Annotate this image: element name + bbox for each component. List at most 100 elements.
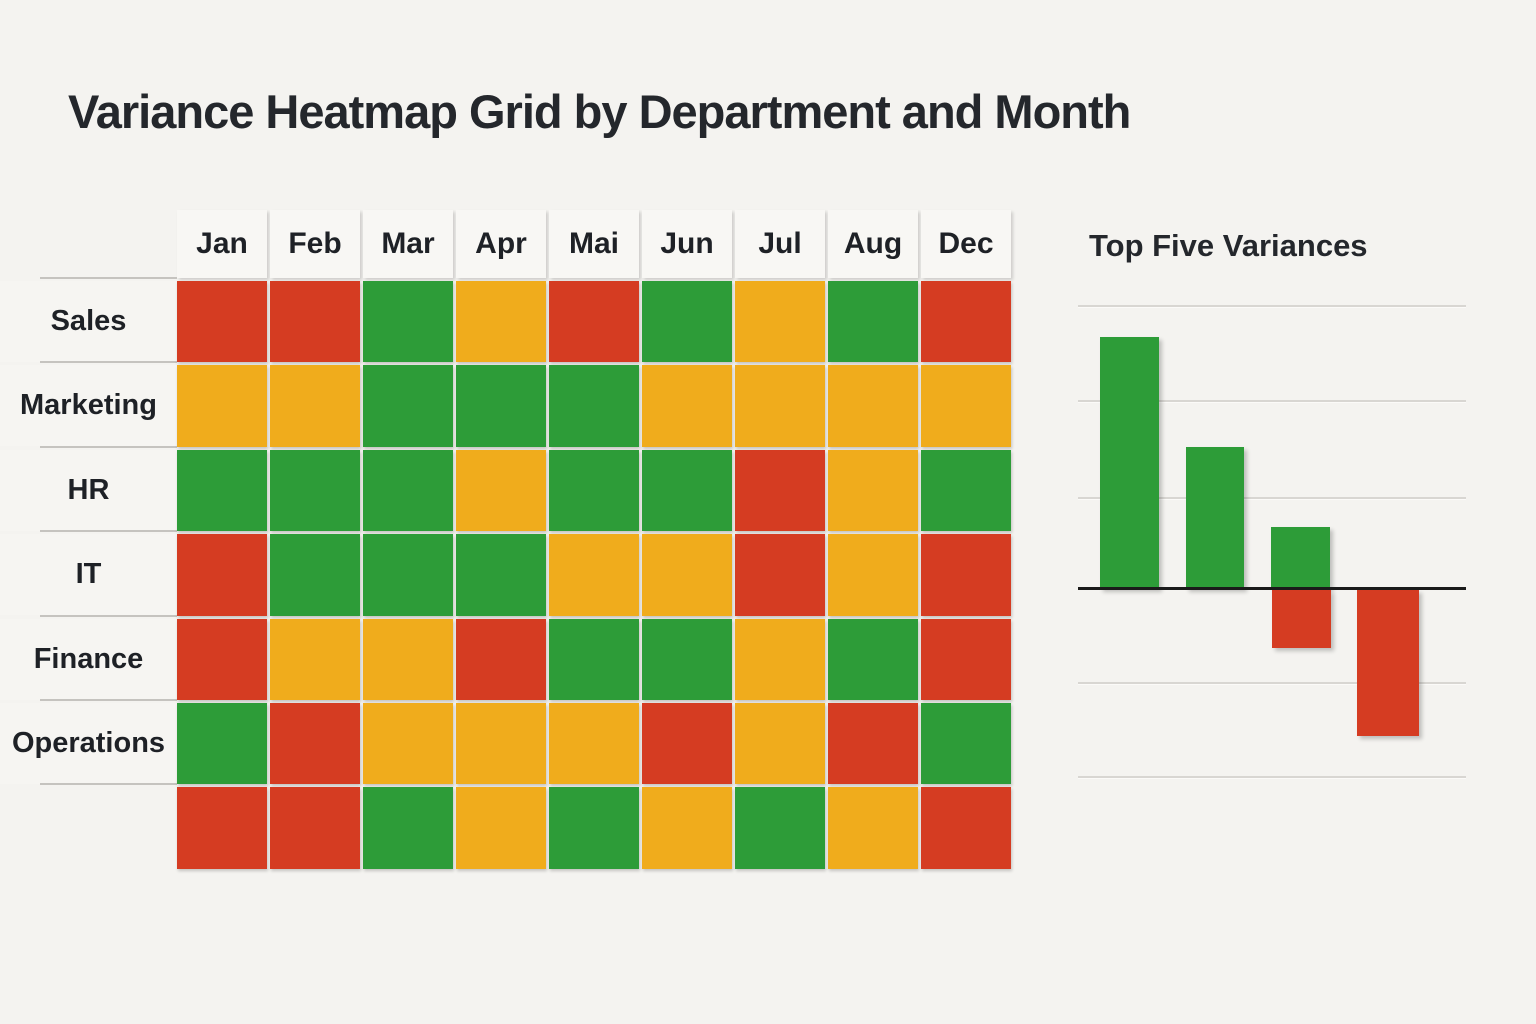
heatmap-cell-yellow xyxy=(456,787,546,869)
heatmap-cell-red xyxy=(270,702,360,785)
heatmap-cell-red xyxy=(921,534,1011,616)
heatmap-cell-red xyxy=(456,618,546,700)
heatmap-cell-green xyxy=(363,365,453,447)
department-label-column: Sales Marketing HR IT Finance Operations xyxy=(0,277,177,881)
department-label: HR xyxy=(0,449,177,531)
gridline xyxy=(1078,682,1466,685)
heatmap-cell-yellow xyxy=(735,281,825,363)
heatmap-cell-red xyxy=(177,787,267,869)
heatmap-cell-green xyxy=(642,449,732,532)
row-separator xyxy=(40,277,177,279)
month-header: Jan xyxy=(177,210,267,278)
department-label: Sales xyxy=(0,281,177,362)
heatmap-cell-green xyxy=(549,365,639,447)
heatmap-cell-green xyxy=(270,449,360,532)
heatmap-cell-green xyxy=(735,787,825,869)
heatmap-cell-yellow xyxy=(642,534,732,616)
page-title: Variance Heatmap Grid by Department and … xyxy=(68,85,1131,138)
heatmap-cell-green xyxy=(456,534,546,616)
heatmap-cell-yellow xyxy=(549,534,639,616)
heatmap-cell-yellow xyxy=(735,618,825,700)
heatmap-cell-green xyxy=(363,449,453,532)
heatmap-cell-red xyxy=(177,618,267,700)
heatmap-cell-yellow xyxy=(921,365,1011,447)
variance-bar-red xyxy=(1357,590,1419,737)
heatmap-cell-red xyxy=(177,534,267,616)
heatmap-cell-green xyxy=(363,534,453,616)
heatmap-cell-red xyxy=(270,281,360,363)
heatmap-cell-green xyxy=(270,534,360,616)
heatmap-cell-red xyxy=(270,787,360,869)
heatmap-cell-green xyxy=(177,449,267,532)
bar-chart-title: Top Five Variances xyxy=(1089,228,1368,263)
month-header: Apr xyxy=(456,210,546,278)
heatmap-cell-yellow xyxy=(735,702,825,785)
heatmap-cell-yellow xyxy=(828,787,918,869)
heatmap-cell-yellow xyxy=(456,702,546,785)
x-axis-line xyxy=(1078,587,1466,590)
heatmap-cell-green xyxy=(921,702,1011,785)
heatmap-cell-red xyxy=(735,449,825,532)
heatmap-cell-red xyxy=(735,534,825,616)
department-label: IT xyxy=(0,534,177,616)
gridline xyxy=(1078,497,1466,500)
heatmap-cell-yellow xyxy=(456,281,546,363)
row-separator xyxy=(40,530,177,533)
heatmap-cell-red xyxy=(921,281,1011,363)
heatmap-cell-yellow xyxy=(828,365,918,447)
heatmap-cell-yellow xyxy=(270,365,360,447)
heatmap-cell-green xyxy=(549,449,639,532)
heatmap-cell-yellow xyxy=(828,449,918,532)
heatmap-cell-green xyxy=(921,449,1011,532)
gridline xyxy=(1078,400,1466,403)
month-header: Mar xyxy=(363,210,453,278)
heatmap-cell-red xyxy=(549,281,639,363)
gridline xyxy=(1078,305,1466,308)
gridline xyxy=(1078,776,1466,779)
heatmap-cell-red xyxy=(177,281,267,363)
heatmap-cell-yellow xyxy=(363,702,453,785)
heatmap-cell-yellow xyxy=(642,787,732,869)
heatmap-cell-yellow xyxy=(642,365,732,447)
month-header: Mai xyxy=(549,210,639,278)
department-label: Marketing xyxy=(0,365,177,447)
month-header: Jul xyxy=(735,210,825,278)
heatmap-cell-green xyxy=(549,618,639,700)
heatmap-cell-green xyxy=(828,618,918,700)
heatmap-cell-red xyxy=(828,702,918,785)
heatmap-cell-green xyxy=(363,281,453,363)
heatmap-cell-green xyxy=(642,618,732,700)
variance-bar-green xyxy=(1100,337,1159,589)
month-header-row: Jan Feb Mar Apr Mai Jun Jul Aug Dec xyxy=(177,210,1011,278)
heatmap-cell-green xyxy=(828,281,918,363)
heatmap-cell-green xyxy=(363,787,453,869)
heatmap-cell-green xyxy=(549,787,639,869)
row-separator xyxy=(40,614,177,617)
heatmap-cell-yellow xyxy=(735,365,825,447)
month-header: Jun xyxy=(642,210,732,278)
month-header: Dec xyxy=(921,210,1011,278)
heatmap-cell-yellow xyxy=(270,618,360,700)
row-separator xyxy=(40,361,177,364)
month-header: Aug xyxy=(828,210,918,278)
heatmap-cell-yellow xyxy=(456,449,546,532)
variance-bar-green xyxy=(1271,527,1330,589)
heatmap-cell-red xyxy=(921,787,1011,869)
department-label: Finance xyxy=(0,618,177,700)
row-separator xyxy=(40,445,177,448)
row-separator xyxy=(40,783,177,786)
heatmap-cell-yellow xyxy=(549,702,639,785)
variance-heatmap-grid xyxy=(177,281,1011,869)
heatmap-cell-yellow xyxy=(363,618,453,700)
heatmap-cell-red xyxy=(921,618,1011,700)
row-separator xyxy=(40,699,177,701)
heatmap-cell-green xyxy=(177,702,267,785)
heatmap-cell-yellow xyxy=(177,365,267,447)
heatmap-cell-green xyxy=(642,281,732,363)
heatmap-cell-green xyxy=(456,365,546,447)
department-label: Operations xyxy=(0,703,177,784)
variance-bar-red xyxy=(1272,590,1331,649)
variance-bar-green xyxy=(1186,446,1244,589)
month-header: Feb xyxy=(270,210,360,278)
